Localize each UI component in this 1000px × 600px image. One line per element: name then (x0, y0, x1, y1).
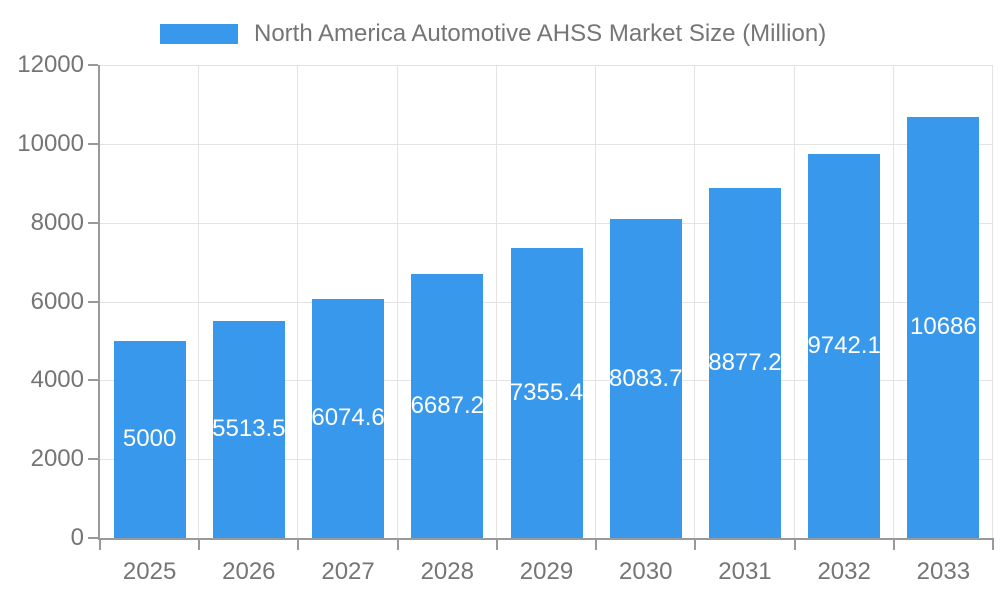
x-axis-tick-mark (297, 538, 300, 550)
x-axis-tick-mark (396, 538, 399, 550)
y-axis-tick-label: 8000 (30, 208, 84, 236)
bar-2032[interactable]: 9742.1 (807, 154, 881, 538)
bar-value-label: 7355.4 (509, 379, 584, 407)
gridline-horizontal (100, 65, 993, 66)
gridline-vertical (992, 65, 993, 538)
bar-value-label: 5513.5 (212, 415, 286, 443)
x-axis-tick-mark (198, 538, 201, 550)
x-axis-tick-label: 2028 (420, 558, 474, 585)
x-axis-tick-mark (99, 538, 101, 550)
legend-item[interactable]: North America Automotive AHSS Market Siz… (160, 20, 826, 48)
bar-value-label: 6074.6 (311, 404, 385, 432)
bar-2031[interactable]: 8877.2 (708, 188, 782, 538)
bar-2026[interactable]: 5513.5 (212, 320, 286, 538)
y-axis-tick-mark (88, 64, 98, 66)
x-axis-tick-label: 2033 (916, 558, 971, 585)
y-axis-tick-mark (88, 458, 98, 461)
y-axis-tick-label: 4000 (30, 366, 84, 394)
y-axis-tick-mark (88, 537, 98, 539)
bar-2030[interactable]: 8083.7 (609, 219, 683, 538)
plot-area: 0 2000 4000 6000 8000 10000 12000 2025 5000 2026 5… (17, 53, 994, 584)
bar-value-label: 10686 (910, 313, 977, 341)
x-axis-tick-label: 2031 (718, 558, 772, 585)
gridline-horizontal (100, 143, 993, 145)
bar-2033[interactable]: 10686 (907, 116, 980, 538)
gridline-vertical (198, 65, 200, 538)
legend-swatch (160, 24, 238, 44)
gridline-horizontal (100, 222, 993, 224)
y-axis-tick-mark (88, 379, 98, 382)
bar-value-label: 9742.1 (807, 332, 881, 359)
x-axis-tick-label: 2027 (321, 558, 375, 585)
y-axis-tick-mark (88, 300, 98, 303)
gridline-vertical (396, 65, 398, 538)
y-axis-tick-label: 2000 (30, 445, 84, 473)
gridline-vertical (793, 65, 795, 538)
legend-label: North America Automotive AHSS Market Siz… (254, 20, 827, 47)
gridline-vertical (495, 65, 497, 538)
bar-value-label: 8083.7 (609, 364, 683, 392)
y-axis-tick-label: 10000 (17, 129, 84, 157)
y-axis-tick-mark (88, 221, 98, 224)
gridline-vertical (694, 65, 696, 538)
gridline-vertical (297, 65, 299, 538)
x-axis-tick-mark (595, 538, 598, 550)
x-axis-tick-mark (992, 538, 994, 550)
bar-2029[interactable]: 7355.4 (509, 248, 584, 538)
x-axis-tick-mark (495, 538, 498, 550)
bar-2027[interactable]: 6074.6 (311, 298, 385, 538)
gridline-vertical (595, 65, 597, 538)
y-axis-tick-label: 6000 (30, 287, 84, 315)
bar-2025[interactable]: 5000 (113, 340, 186, 538)
y-axis-tick-label: 12000 (17, 51, 84, 78)
x-axis-tick-label: 2032 (817, 558, 871, 585)
x-axis-tick-mark (694, 538, 697, 550)
bar-value-label: 8877.2 (708, 349, 782, 377)
gridline-vertical (892, 65, 894, 538)
bar-value-label: 5000 (122, 425, 177, 453)
bar-value-label: 6687.2 (410, 392, 484, 420)
x-axis-tick-label: 2025 (122, 558, 177, 585)
y-axis-tick-mark (88, 142, 98, 145)
bar-2028[interactable]: 6687.2 (410, 274, 484, 538)
x-axis-tick-label: 2026 (222, 558, 276, 585)
y-axis-tick-label: 0 (70, 524, 84, 551)
x-axis-tick-mark (793, 538, 796, 550)
x-axis-tick-label: 2030 (619, 558, 673, 585)
x-axis-tick-mark (892, 538, 895, 550)
x-axis-tick-label: 2029 (519, 558, 574, 585)
